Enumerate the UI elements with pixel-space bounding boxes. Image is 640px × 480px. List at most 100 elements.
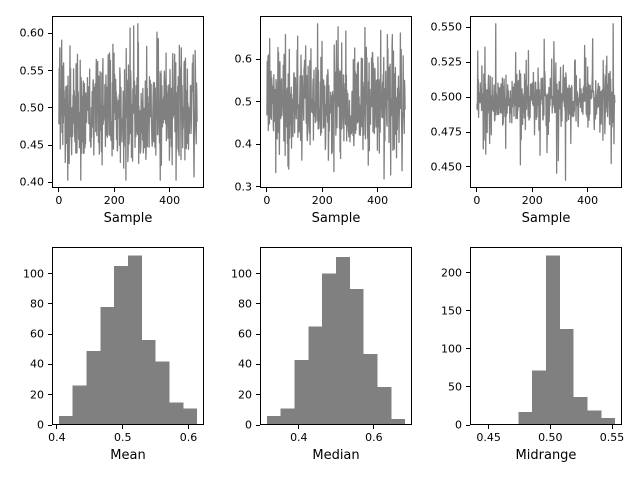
trace-mean-xtick-label: 200 — [103, 194, 125, 207]
trace-midrange-ytick — [466, 131, 470, 133]
hist-median-ytick-label: 80 — [238, 297, 252, 311]
hist-mean-bar — [100, 306, 115, 425]
hist-mean-bar — [58, 415, 73, 425]
hist-mean-bar — [86, 350, 101, 425]
trace-midrange-xtick-label: 0 — [473, 194, 481, 207]
hist-median-ytick — [256, 363, 260, 365]
hist-median-xlabel: Median — [312, 448, 360, 463]
hist-median-xtick — [373, 425, 375, 429]
hist-mean-xtick-label: 0.4 — [48, 431, 66, 444]
hist-median-ytick-label: 40 — [238, 357, 252, 371]
hist-midrange-plot-area — [470, 247, 622, 425]
trace-mean-ytick — [48, 181, 52, 183]
trace-midrange-ytick — [466, 166, 470, 168]
hist-mean-bar — [114, 266, 128, 425]
hist-midrange-xtick — [611, 425, 613, 429]
hist-midrange-bar — [573, 396, 588, 425]
hist-median-bar — [294, 359, 309, 425]
trace-mean-ytick-label: 0.55 — [19, 64, 45, 78]
hist-median-xtick-label: 0.4 — [290, 431, 308, 444]
trace-midrange-ytick-label: 0.475 — [430, 125, 463, 139]
trace-median-ytick-label: 0.4 — [234, 137, 253, 151]
trace-median-xtick — [266, 188, 268, 192]
trace-median-ytick — [256, 143, 260, 145]
trace-median-ytick — [256, 186, 260, 188]
trace-median-xtick — [321, 188, 323, 192]
trace-median-line — [266, 23, 406, 180]
trace-midrange-ytick-label: 0.525 — [430, 55, 463, 69]
hist-midrange-bar — [518, 412, 533, 425]
hist-midrange-bar — [546, 255, 560, 425]
trace-mean-ytick — [48, 107, 52, 109]
hist-mean-xtick — [188, 425, 190, 429]
trace-midrange-xtick — [531, 188, 533, 192]
hist-mean-xlabel: Mean — [110, 448, 146, 463]
trace-midrange-ytick — [466, 61, 470, 63]
hist-mean-ytick — [48, 273, 52, 275]
hist-mean-ytick — [48, 394, 52, 396]
trace-mean-frame — [52, 16, 204, 188]
hist-midrange-ytick-label: 150 — [441, 304, 462, 318]
trace-mean-ytick-label: 0.40 — [19, 175, 45, 189]
trace-mean-xtick — [113, 188, 115, 192]
hist-median-ytick-label: 100 — [231, 267, 252, 281]
hist-median-bar — [280, 408, 295, 425]
hist-mean-frame — [52, 247, 204, 425]
hist-midrange-xtick — [488, 425, 490, 429]
hist-mean-ytick — [48, 333, 52, 335]
hist-mean-bar — [183, 408, 198, 425]
hist-median-ytick — [256, 273, 260, 275]
hist-median-plot-area — [260, 247, 412, 425]
hist-mean-xtick — [122, 425, 124, 429]
hist-mean-ytick-label: 100 — [23, 267, 44, 281]
hist-median-ytick — [256, 394, 260, 396]
trace-median-xtick-label: 400 — [367, 194, 389, 207]
hist-median-ytick — [256, 303, 260, 305]
hist-median-xtick-label: 0.6 — [365, 431, 383, 444]
hist-mean-ytick-label: 40 — [30, 357, 44, 371]
hist-midrange-bar — [559, 329, 574, 425]
hist-median-bar — [377, 387, 392, 425]
hist-midrange-xtick-label: 0.45 — [476, 431, 501, 444]
trace-midrange-ytick-label: 0.500 — [430, 90, 463, 104]
hist-mean-xtick-label: 0.6 — [179, 431, 198, 444]
trace-mean-xtick — [58, 188, 60, 192]
hist-mean-ytick — [48, 424, 52, 426]
hist-midrange-frame — [470, 247, 622, 425]
hist-median-ytick-label: 0 — [245, 418, 252, 432]
hist-median-frame — [260, 247, 412, 425]
hist-midrange-ytick-label: 100 — [441, 342, 462, 356]
trace-midrange-ytick — [466, 96, 470, 98]
trace-mean-xlabel: Sample — [103, 211, 153, 226]
trace-median-xtick-label: 200 — [311, 194, 333, 207]
hist-mean-xtick — [56, 425, 58, 429]
hist-midrange-ytick — [466, 386, 470, 388]
hist-mean-bar — [155, 361, 170, 425]
trace-median-ytick-label: 0.5 — [234, 95, 253, 109]
trace-median-xtick-label: 0 — [263, 194, 271, 207]
hist-mean-ytick-label: 0 — [37, 418, 44, 432]
trace-mean-xtick-label: 0 — [55, 194, 63, 207]
hist-mean-ytick — [48, 363, 52, 365]
hist-mean-xtick-label: 0.5 — [113, 431, 132, 444]
trace-median-ytick — [256, 58, 260, 60]
hist-midrange-ytick-label: 50 — [448, 380, 462, 394]
hist-median-ytick — [256, 424, 260, 426]
trace-median-ytick-label: 0.3 — [234, 180, 253, 194]
trace-mean-ytick-label: 0.45 — [19, 138, 45, 152]
hist-mean-ytick-label: 80 — [30, 297, 44, 311]
trace-mean-ytick-label: 0.50 — [19, 101, 45, 115]
hist-median-bar — [322, 273, 336, 425]
hist-median-bar — [336, 256, 350, 425]
hist-midrange-ytick-label: 0 — [455, 418, 462, 432]
hist-mean-bar — [141, 340, 156, 425]
hist-mean-bar — [128, 255, 142, 425]
hist-midrange-ytick — [466, 424, 470, 426]
hist-mean-bar — [72, 385, 87, 425]
hist-mean-plot-area — [52, 247, 204, 425]
trace-midrange-xtick — [476, 188, 478, 192]
trace-midrange-plot-area — [470, 16, 622, 188]
trace-mean-ytick — [48, 144, 52, 146]
trace-midrange-xtick-label: 200 — [521, 194, 543, 207]
